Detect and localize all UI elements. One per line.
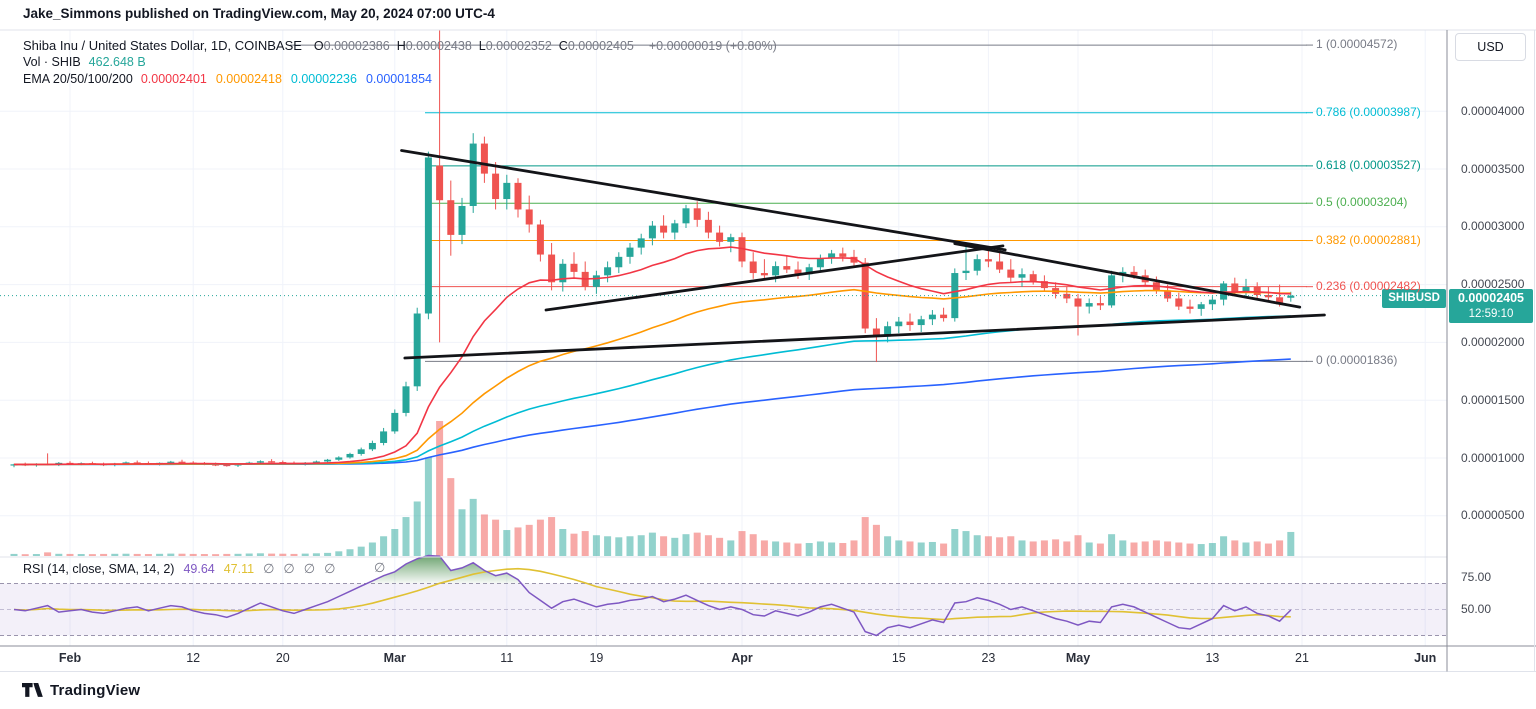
ema-legend-row[interactable]: EMA 20/50/100/200 0.00002401 0.00002418 0.… [23,72,441,86]
time-tick-label: 23 [981,651,996,665]
rsi-line [13,554,1292,637]
ema-20-line [14,246,1291,466]
grid-layer [0,30,1447,646]
price-tick-label: 0.00000500 [1461,508,1525,523]
symbol-legend-row[interactable]: Shiba Inu / United States Dollar, 1D, CO… [23,38,777,53]
volume-value: 462.648 B [88,55,146,69]
ohlc-value: 0.00002352 [485,38,552,53]
ohlc-value: 0.00002438 [405,38,472,53]
empty-value-icon: ∅ [324,561,336,576]
tradingview-logo[interactable]: TradingView [22,682,140,699]
volume-label: Vol · SHIB [23,55,81,69]
rsi-value: 49.64 [183,562,215,576]
fib-level-label: 0.5 (0.00003204) [1316,195,1408,210]
rsi-band [0,583,1447,636]
ohlc-values: O0.00002386 H0.00002438 L0.00002352 C0.0000… [314,39,641,53]
ema-50-line [14,288,1291,466]
time-tick-label: 19 [589,651,604,665]
change-value: +0.00000019 (+0.80%) [648,38,777,53]
bar-countdown: 12:59:10 [1468,308,1514,320]
time-tick-label: Mar [383,651,406,665]
rsi-overbought-fill [366,555,522,584]
price-tick-label: 0.00002500 [1461,277,1525,292]
empty-value-icon: ∅ [263,561,275,576]
pane-borders [0,29,1536,672]
rsi-sma-line [13,567,1291,621]
ohlc-value: 0.00002386 [323,38,390,53]
rsi-sma-value: 47.11 [223,562,255,576]
last-price-value: 0.00002405 [1457,291,1525,305]
ema-value: 0.00001854 [365,72,432,86]
tradingview-logo-icon [22,683,43,698]
time-tick-label: Feb [58,651,82,665]
time-tick-label: 21 [1295,651,1309,665]
ohlc-key: O [313,38,324,53]
time-tick-label: Apr [731,651,753,665]
ema-value: 0.00002401 [140,72,207,86]
time-tick-label: May [1065,651,1091,665]
publish-header: Jake_Simmons published on TradingView.co… [23,6,495,21]
time-tick-label: Jun [1414,651,1437,665]
ema-200-line [14,358,1291,466]
empty-value-icon: ∅ [303,561,316,576]
empty-value-icon: ∅ [374,560,386,575]
candles-layer [10,30,1295,468]
symbol-title: Shiba Inu / United States Dollar, 1D, CO… [23,38,302,53]
rsi-layer [13,554,1292,637]
price-tick-label: 0.00001500 [1461,392,1525,407]
price-tick-label: 0.00002000 [1461,334,1525,349]
time-tick-label: 15 [891,651,906,665]
price-tick-label: 0.00003500 [1461,161,1525,176]
volume-bars [10,421,1295,556]
tradingview-logo-text: TradingView [50,682,141,699]
last-price-axis-badge: 0.00002405 12:59:10 [1449,289,1533,323]
ohlc-key: C [558,38,568,53]
volume-legend-row[interactable]: Vol · SHIB 462.648 B [23,55,146,69]
fib-level-label: 1 (0.00004572) [1316,37,1398,52]
rsi-title: RSI (14, close, SMA, 14, 2) [23,562,175,576]
ohlc-key: L [478,38,486,53]
time-tick-label: 11 [500,651,514,665]
ema-100-line [14,315,1291,466]
price-tick-label: 0.00003000 [1461,219,1525,234]
ema-value: 0.00002236 [290,72,357,86]
rsi-empty-values: ∅ ∅ ∅ ∅ [263,561,335,577]
ema-values: 0.00002401 0.00002418 0.00002236 0.00001854 [141,72,441,86]
symbol-price-chip: SHIBUSD [1382,289,1446,308]
ema-label: EMA 20/50/100/200 [23,72,133,86]
rsi-tick-label: 50.00 [1461,602,1492,616]
fib-lines [290,44,1313,362]
rsi-tick-label: 75.00 [1461,569,1492,584]
currency-toggle-button[interactable]: USD [1455,33,1526,61]
ohlc-key: H [396,38,406,53]
fib-level-label: 0.786 (0.00003987) [1316,104,1421,119]
fib-level-label: 0.382 (0.00002881) [1316,232,1421,247]
time-tick-label: 12 [186,651,201,665]
empty-value-icon: ∅ [283,561,295,576]
ohlc-value: 0.00002405 [567,38,634,53]
price-tick-label: 0.00004000 [1461,103,1525,118]
fib-level-label: 0 (0.00001836) [1316,353,1398,368]
fib-level-label: 0.236 (0.00002482) [1316,278,1421,293]
time-tick-label: 13 [1205,651,1220,665]
ema-lines [14,246,1291,466]
time-tick-label: 20 [275,651,290,665]
rsi-legend-row[interactable]: RSI (14, close, SMA, 14, 2) 49.64 47.11 … [23,561,335,577]
price-tick-label: 0.00001000 [1461,450,1525,465]
ema-value: 0.00002418 [215,72,282,86]
trendlines [400,149,1326,360]
fib-level-label: 0.618 (0.00003527) [1316,157,1421,172]
